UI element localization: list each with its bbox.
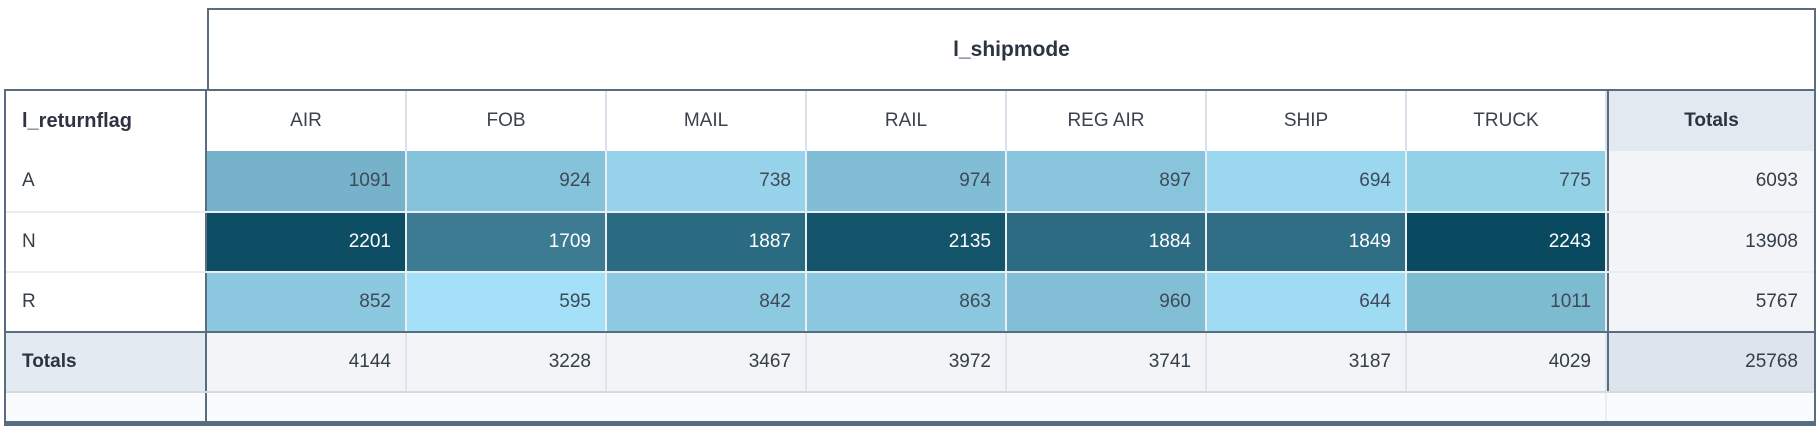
corner-spacer bbox=[4, 8, 207, 89]
column-header-reg-air[interactable]: REG AIR bbox=[1007, 91, 1207, 151]
pivot-cell[interactable]: 738 bbox=[607, 151, 807, 211]
totals-column-header[interactable]: Totals bbox=[1607, 91, 1814, 151]
table-row: N 2201 1709 1887 2135 1884 1849 2243 139… bbox=[6, 211, 1814, 271]
table-row: R 852 595 842 863 960 644 1011 5767 bbox=[6, 271, 1814, 331]
table-row: A 1091 924 738 974 897 694 775 6093 bbox=[6, 151, 1814, 211]
pivot-table: l_shipmode l_returnflag AIR FOB MAIL RAI… bbox=[4, 8, 1816, 426]
pivot-cell[interactable]: 2201 bbox=[207, 213, 407, 271]
pivot-cell[interactable]: 1091 bbox=[207, 151, 407, 211]
column-total-cell[interactable]: 3228 bbox=[407, 333, 607, 391]
pivot-cell[interactable]: 2135 bbox=[807, 213, 1007, 271]
header-row: l_returnflag AIR FOB MAIL RAIL REG AIR S… bbox=[6, 91, 1814, 151]
row-total-cell[interactable]: 5767 bbox=[1607, 273, 1814, 331]
totals-row-header[interactable]: Totals bbox=[6, 333, 207, 391]
pivot-cell[interactable]: 595 bbox=[407, 273, 607, 331]
totals-row: Totals 4144 3228 3467 3972 3741 3187 402… bbox=[6, 331, 1814, 391]
pivot-cell[interactable]: 1887 bbox=[607, 213, 807, 271]
footer-body-spacer bbox=[207, 393, 1607, 421]
pivot-cell[interactable]: 852 bbox=[207, 273, 407, 331]
pivot-cell[interactable]: 924 bbox=[407, 151, 607, 211]
pivot-cell[interactable]: 974 bbox=[807, 151, 1007, 211]
pivot-cell[interactable]: 1884 bbox=[1007, 213, 1207, 271]
pivot-cell[interactable]: 1709 bbox=[407, 213, 607, 271]
row-total-cell[interactable]: 6093 bbox=[1607, 151, 1814, 211]
column-total-cell[interactable]: 3972 bbox=[807, 333, 1007, 391]
column-group-title: l_shipmode bbox=[207, 8, 1816, 89]
column-header-rail[interactable]: RAIL bbox=[807, 91, 1007, 151]
pivot-cell[interactable]: 863 bbox=[807, 273, 1007, 331]
row-header-a[interactable]: A bbox=[6, 151, 207, 211]
column-header-air[interactable]: AIR bbox=[207, 91, 407, 151]
pivot-cell[interactable]: 897 bbox=[1007, 151, 1207, 211]
footer-label-spacer bbox=[6, 393, 207, 421]
column-total-cell[interactable]: 3187 bbox=[1207, 333, 1407, 391]
table-footer bbox=[6, 391, 1814, 421]
column-header-fob[interactable]: FOB bbox=[407, 91, 607, 151]
row-header-r[interactable]: R bbox=[6, 273, 207, 331]
column-header-truck[interactable]: TRUCK bbox=[1407, 91, 1607, 151]
row-total-cell[interactable]: 13908 bbox=[1607, 213, 1814, 271]
pivot-cell[interactable]: 775 bbox=[1407, 151, 1607, 211]
table-bottom-border bbox=[4, 421, 1816, 426]
column-header-ship[interactable]: SHIP bbox=[1207, 91, 1407, 151]
pivot-cell[interactable]: 960 bbox=[1007, 273, 1207, 331]
row-group-title: l_returnflag bbox=[6, 91, 207, 151]
column-total-cell[interactable]: 4029 bbox=[1407, 333, 1607, 391]
pivot-grid: l_returnflag AIR FOB MAIL RAIL REG AIR S… bbox=[4, 89, 1816, 421]
column-total-cell[interactable]: 3467 bbox=[607, 333, 807, 391]
pivot-cell[interactable]: 644 bbox=[1207, 273, 1407, 331]
grand-total-cell[interactable]: 25768 bbox=[1607, 333, 1814, 391]
column-total-cell[interactable]: 4144 bbox=[207, 333, 407, 391]
column-group-row: l_shipmode bbox=[4, 8, 1816, 89]
row-header-n[interactable]: N bbox=[6, 213, 207, 271]
column-header-mail[interactable]: MAIL bbox=[607, 91, 807, 151]
pivot-cell[interactable]: 2243 bbox=[1407, 213, 1607, 271]
pivot-cell[interactable]: 1849 bbox=[1207, 213, 1407, 271]
pivot-cell[interactable]: 842 bbox=[607, 273, 807, 331]
pivot-cell[interactable]: 1011 bbox=[1407, 273, 1607, 331]
footer-totals-spacer bbox=[1607, 393, 1814, 421]
column-total-cell[interactable]: 3741 bbox=[1007, 333, 1207, 391]
pivot-cell[interactable]: 694 bbox=[1207, 151, 1407, 211]
